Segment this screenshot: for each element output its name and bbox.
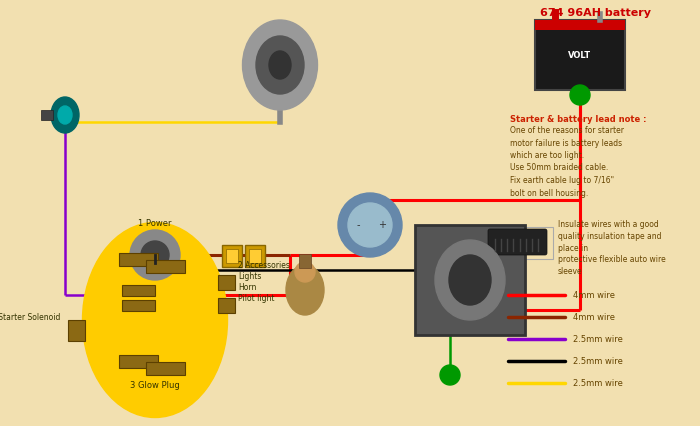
FancyBboxPatch shape	[218, 297, 234, 313]
FancyBboxPatch shape	[146, 362, 185, 374]
Circle shape	[338, 193, 402, 257]
FancyBboxPatch shape	[245, 245, 265, 267]
Text: 2.5mm wire: 2.5mm wire	[573, 378, 623, 388]
Ellipse shape	[256, 36, 304, 94]
Ellipse shape	[449, 255, 491, 305]
Ellipse shape	[269, 51, 291, 79]
FancyBboxPatch shape	[249, 249, 261, 263]
FancyBboxPatch shape	[226, 249, 238, 263]
Text: VOLT: VOLT	[568, 51, 592, 60]
Text: One of the reasons for starter
motor failure is battery leads
which are too ligh: One of the reasons for starter motor fai…	[510, 126, 624, 198]
Text: 2 Accessories
Lights
Horn
Pilot light: 2 Accessories Lights Horn Pilot light	[238, 261, 290, 303]
FancyBboxPatch shape	[67, 320, 85, 340]
FancyBboxPatch shape	[41, 110, 53, 120]
Text: Starter & battery lead note :: Starter & battery lead note :	[510, 115, 647, 124]
Circle shape	[130, 230, 180, 280]
Ellipse shape	[83, 222, 228, 417]
Text: Insulate wires with a good
quality insulation tape and
place in
protective flexi: Insulate wires with a good quality insul…	[558, 220, 666, 276]
Text: 2.5mm wire: 2.5mm wire	[573, 334, 623, 343]
FancyBboxPatch shape	[146, 259, 185, 273]
Ellipse shape	[58, 106, 72, 124]
Circle shape	[440, 365, 460, 385]
Text: 3 Glow Plug: 3 Glow Plug	[130, 381, 180, 390]
FancyBboxPatch shape	[122, 285, 155, 296]
Circle shape	[348, 203, 392, 247]
Ellipse shape	[242, 20, 318, 110]
FancyBboxPatch shape	[222, 245, 242, 267]
FancyBboxPatch shape	[118, 253, 158, 265]
Text: 2.5mm wire: 2.5mm wire	[573, 357, 623, 366]
Text: 1 Power: 1 Power	[139, 219, 172, 228]
FancyBboxPatch shape	[118, 354, 158, 368]
Text: 4mm wire: 4mm wire	[573, 291, 615, 299]
FancyBboxPatch shape	[535, 20, 625, 90]
Ellipse shape	[435, 240, 505, 320]
FancyBboxPatch shape	[218, 274, 234, 290]
Text: +: +	[378, 220, 386, 230]
Ellipse shape	[286, 265, 324, 315]
Circle shape	[295, 262, 315, 282]
FancyBboxPatch shape	[122, 299, 155, 311]
FancyBboxPatch shape	[415, 225, 525, 335]
Circle shape	[141, 241, 169, 269]
Ellipse shape	[51, 97, 79, 133]
Circle shape	[570, 85, 590, 105]
FancyBboxPatch shape	[535, 20, 625, 30]
FancyBboxPatch shape	[299, 254, 311, 268]
Text: 674 96AH battery: 674 96AH battery	[540, 8, 650, 18]
FancyBboxPatch shape	[488, 229, 547, 255]
Text: 4mm wire: 4mm wire	[573, 313, 615, 322]
Text: -: -	[356, 220, 360, 230]
Text: 4 Starter Solenoid: 4 Starter Solenoid	[0, 314, 60, 322]
